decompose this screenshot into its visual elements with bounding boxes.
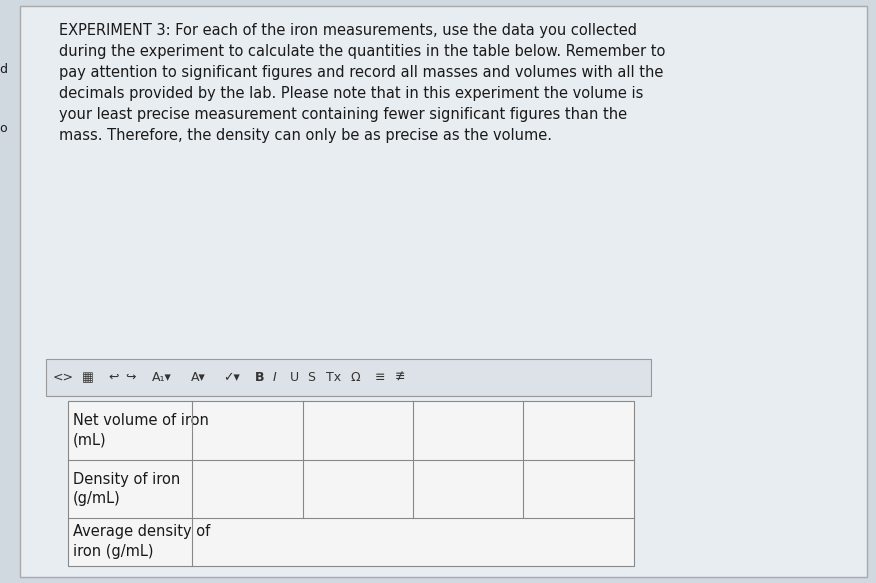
Text: B: B (255, 371, 265, 384)
Text: ≡: ≡ (375, 371, 385, 384)
FancyBboxPatch shape (46, 359, 651, 396)
Text: A▾: A▾ (191, 371, 206, 384)
Text: ✓▾: ✓▾ (223, 371, 240, 384)
Text: U: U (290, 371, 299, 384)
Text: ≢: ≢ (394, 371, 405, 384)
Text: ↪: ↪ (125, 371, 136, 384)
Text: ↩: ↩ (109, 371, 119, 384)
Text: Ω: Ω (350, 371, 360, 384)
Text: EXPERIMENT 3: For each of the iron measurements, use the data you collected
duri: EXPERIMENT 3: For each of the iron measu… (59, 23, 666, 143)
Text: A₁▾: A₁▾ (152, 371, 171, 384)
Text: Density of iron
(g/mL): Density of iron (g/mL) (73, 472, 180, 507)
Text: I: I (272, 371, 276, 384)
Text: <>: <> (53, 371, 74, 384)
Text: S: S (307, 371, 315, 384)
Text: ▦: ▦ (82, 371, 94, 384)
Text: Tx: Tx (326, 371, 342, 384)
Text: Net volume of iron
(mL): Net volume of iron (mL) (73, 413, 208, 448)
Text: Average density of
iron (g/mL): Average density of iron (g/mL) (73, 525, 210, 559)
Text: o: o (0, 122, 7, 135)
FancyBboxPatch shape (67, 401, 634, 566)
Text: d: d (0, 64, 7, 76)
FancyBboxPatch shape (20, 6, 867, 577)
